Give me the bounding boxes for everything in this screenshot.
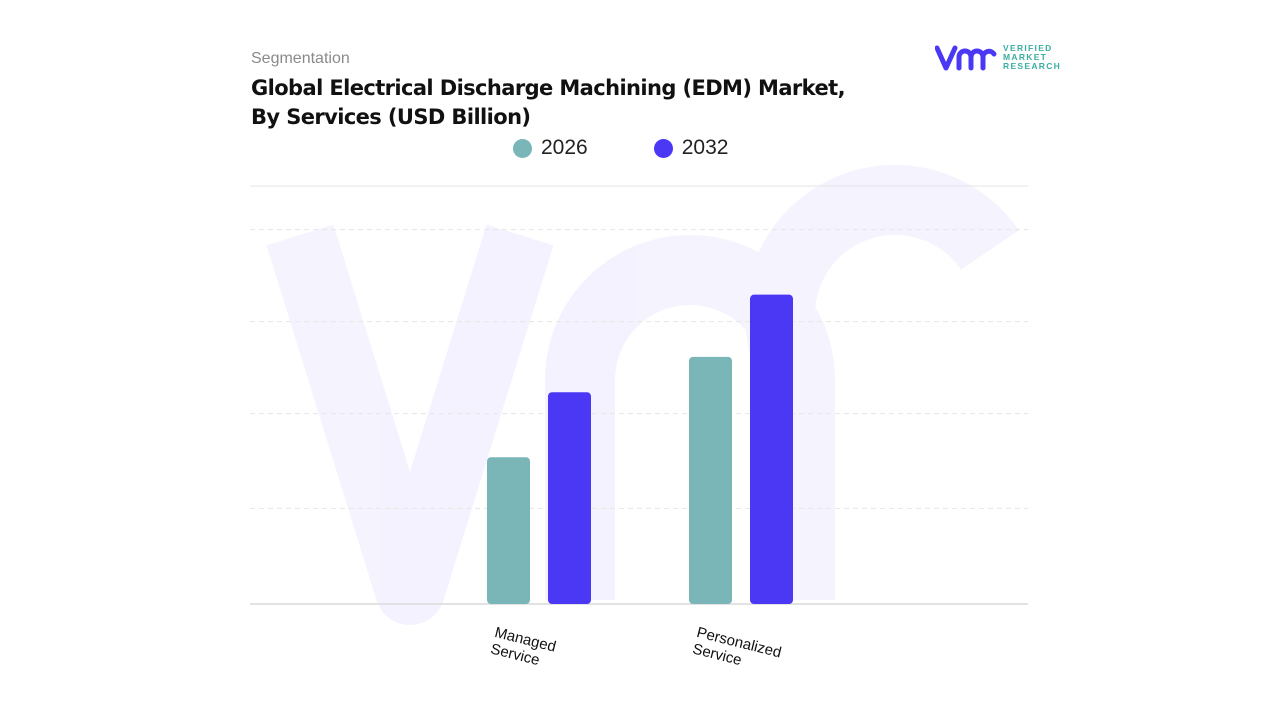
bar-2032-0 <box>548 392 591 604</box>
logo-text: VERIFIED MARKET RESEARCH <box>1003 44 1061 71</box>
bar-2032-1 <box>750 294 793 604</box>
logo-line: VERIFIED <box>1003 43 1053 53</box>
legend-swatch <box>653 138 673 158</box>
logo-line: RESEARCH <box>1003 61 1062 71</box>
legend: 2026 2032 <box>513 136 728 160</box>
chart-title: Global Electrical Discharge Machining (E… <box>251 76 846 129</box>
legend-item-2032: 2032 <box>653 136 729 160</box>
legend-label: 2032 <box>681 136 729 159</box>
bar-2026-0 <box>487 457 530 604</box>
watermark <box>266 164 1019 625</box>
bar-2026-1 <box>689 356 732 604</box>
vmr-logo-icon <box>935 45 997 70</box>
legend-label: 2026 <box>541 136 588 159</box>
logo-line: MARKET <box>1003 52 1048 62</box>
legend-swatch <box>513 138 532 158</box>
segment-label: Segmentation <box>251 50 350 67</box>
logo: VERIFIED MARKET RESEARCH <box>935 44 1061 71</box>
legend-item-2026: 2026 <box>513 136 588 160</box>
